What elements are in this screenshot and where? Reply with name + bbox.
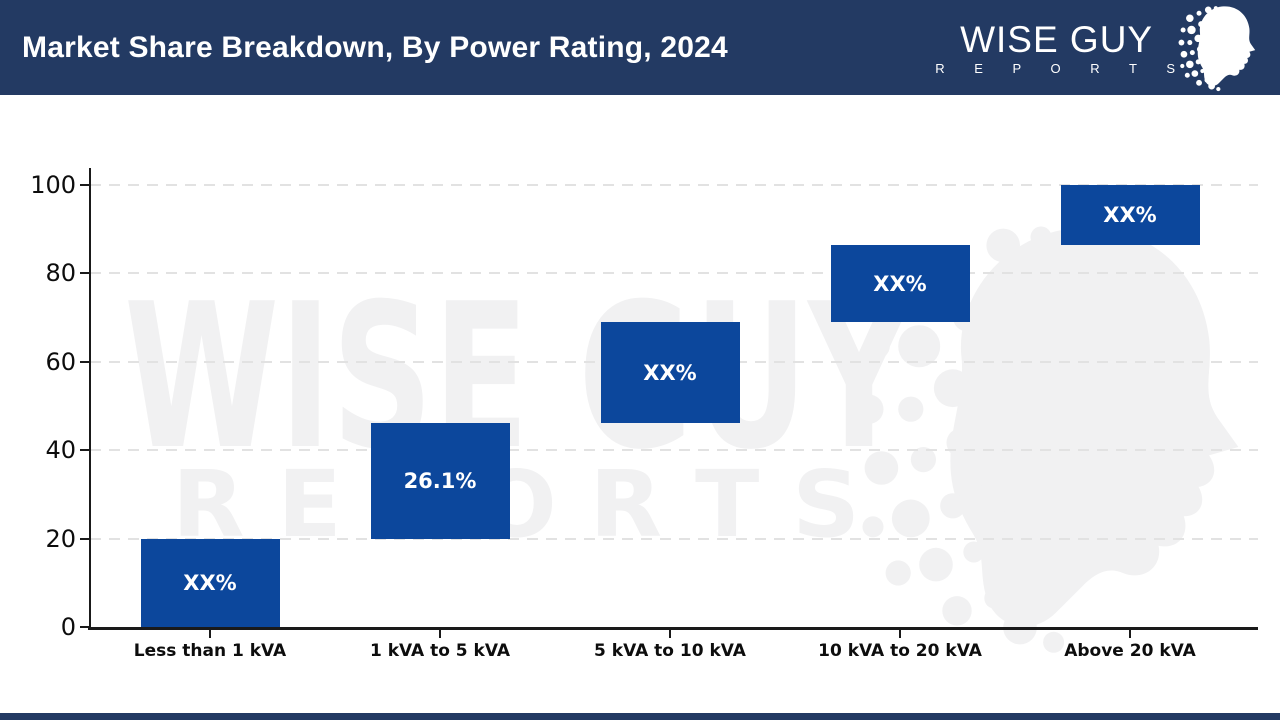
x-axis-tick (439, 630, 441, 638)
x-category-label: 10 kVA to 20 kVA (818, 641, 982, 661)
bar-segment-text: XX% (1103, 203, 1157, 228)
y-axis-tick (80, 626, 90, 628)
x-axis-line (88, 627, 1258, 630)
bar-segment-text: XX% (183, 570, 237, 595)
y-gridline (90, 272, 1258, 275)
x-category-label: 5 kVA to 10 kVA (594, 641, 746, 661)
x-category-label: Less than 1 kVA (133, 641, 287, 661)
y-axis-tick (80, 537, 90, 540)
y-gridline (90, 449, 1258, 452)
y-gridline (90, 184, 1258, 186)
y-gridline (90, 537, 1258, 540)
y-tick-label: 0 (60, 613, 76, 641)
y-tick-label: 80 (45, 259, 76, 288)
logo-subtext: R E P O R T S (935, 61, 1188, 76)
header-bar: Market Share Breakdown, By Power Rating,… (0, 0, 1280, 95)
x-axis-tick (1129, 630, 1131, 638)
bar-segment: XX% (830, 245, 970, 323)
x-axis-tick (899, 630, 901, 638)
footer-bar (0, 713, 1280, 720)
bar-segment: XX% (140, 538, 280, 627)
x-category-label: 1 kVA to 5 kVA (369, 641, 511, 661)
y-axis-tick (80, 184, 90, 186)
x-axis-tick (209, 630, 211, 638)
y-axis-tick (80, 272, 90, 275)
bar-segment-text: 26.1% (403, 468, 477, 493)
bar-segment: XX% (1060, 185, 1200, 246)
logo-text: WISE GUY R E P O R T S (925, 21, 1188, 75)
bar-segment-text: XX% (873, 271, 927, 296)
wise-guy-logo: WISE GUY R E P O R T S (925, 4, 1266, 92)
bar-segment-text: XX% (643, 360, 697, 385)
x-category-label: Above 20 kVA (1064, 641, 1196, 661)
y-tick-label: 20 (45, 524, 76, 553)
y-tick-label: 40 (45, 436, 76, 465)
y-axis-tick (80, 360, 90, 363)
x-axis-tick (669, 630, 671, 638)
page-title: Market Share Breakdown, By Power Rating,… (22, 30, 728, 64)
y-tick-label: 60 (45, 347, 76, 376)
y-tick-label: 100 (30, 171, 76, 199)
bar-segment: 26.1% (370, 423, 510, 539)
y-axis-tick (80, 449, 90, 452)
y-axis-spine (89, 168, 91, 629)
bar-segment: XX% (600, 322, 740, 424)
logo-wordmark: WISE GUY (960, 19, 1154, 60)
